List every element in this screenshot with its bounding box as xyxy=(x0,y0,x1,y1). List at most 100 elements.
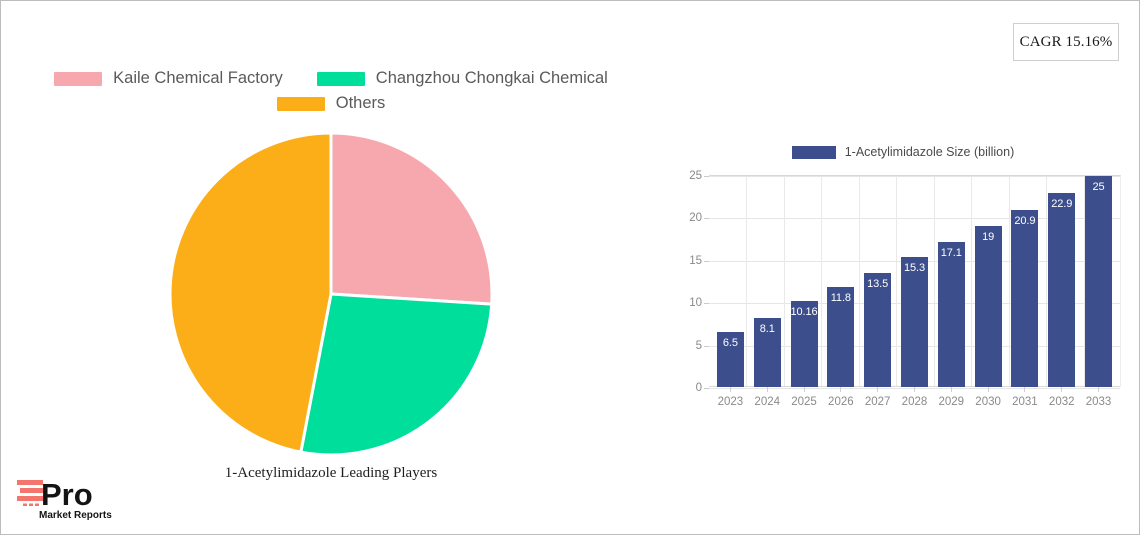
bar-ytick-label-5: 5 xyxy=(695,339,702,352)
bar-ytick-label-15: 15 xyxy=(689,254,702,267)
bar-xtick-mark-2030 xyxy=(987,387,989,392)
bar-value-label-2033: 25 xyxy=(1092,181,1105,193)
pro-market-reports-logo: Pro Market Reports xyxy=(15,474,115,524)
bar-column-2033: 25 2033 xyxy=(1080,176,1117,408)
bar-xtick-label-2025: 2025 xyxy=(791,396,817,408)
bar-column-2026: 11.8 2026 xyxy=(822,176,859,408)
bar-column-2029: 17.1 2029 xyxy=(933,176,970,408)
bar-column-2030: 19 2030 xyxy=(970,176,1007,408)
bar-xtick-label-2032: 2032 xyxy=(1048,396,1075,408)
bar-ytick-mark-20 xyxy=(704,218,709,220)
bar-xtick-mark-2023 xyxy=(729,387,731,392)
bar-legend[interactable]: 1-Acetylimidazole Size (billion) xyxy=(673,141,1133,163)
bar-2023[interactable]: 6.5 xyxy=(716,331,744,387)
bar-value-label-2023: 6.5 xyxy=(722,336,738,349)
bar-ytick-label-10: 10 xyxy=(689,297,702,310)
bar-xtick-mark-2032 xyxy=(1061,387,1063,392)
bar-value-label-2027: 13.5 xyxy=(867,277,889,290)
bar-xtick-label-2029: 2029 xyxy=(938,396,965,408)
bar-gridline-y-25 xyxy=(709,176,1120,177)
bar-value-label-2030: 19 xyxy=(982,230,995,243)
pie-legend-item-1[interactable]: Changzhou Chongkai Chemical xyxy=(316,69,608,88)
bar-ytick-label-25: 25 xyxy=(689,170,702,182)
logo-mark-icon: Pro Market Reports xyxy=(17,477,112,521)
pie-legend-label-2: Others xyxy=(335,94,386,112)
bar-2024[interactable]: 8.1 xyxy=(753,318,781,387)
bar-xtick-mark-2026 xyxy=(840,387,842,392)
pie-slice-0[interactable] xyxy=(329,131,494,306)
bar-chart-area: 6.5 2023 8.1 2024 10.16 2025 11.8 2026 13.5 2027 1… xyxy=(673,167,1133,415)
bar-column-2025: 10.16 2025 xyxy=(786,176,823,408)
bar-ytick-label-20: 20 xyxy=(689,212,702,225)
bar-gridline-x-5 xyxy=(896,176,898,387)
bar-xtick-label-2028: 2028 xyxy=(901,396,928,408)
bar-xtick-mark-2029 xyxy=(950,387,952,392)
bar-chart-panel: 1-Acetylimidazole Size (billion) 6.5 2023… xyxy=(673,141,1133,416)
bar-2030[interactable]: 19 xyxy=(974,225,1002,387)
pie-legend-label-0: Kaile Chemical Factory xyxy=(113,69,283,87)
pie-legend-swatch-0 xyxy=(54,71,103,86)
bar-2027[interactable]: 13.5 xyxy=(864,272,892,387)
bar-xtick-label-2024: 2024 xyxy=(754,396,781,408)
bar-legend-swatch xyxy=(791,145,836,159)
bar-series-group: 6.5 2023 8.1 2024 10.16 2025 11.8 2026 13.5 2027 1… xyxy=(709,176,1120,408)
bar-gridline-x-4 xyxy=(858,176,860,387)
bar-gridline-y-20 xyxy=(709,218,1120,220)
pie-chart-panel: Kaile Chemical Factory Changzhou Chongka… xyxy=(1,61,661,491)
bar-plot-area: 6.5 2023 8.1 2024 10.16 2025 11.8 2026 13.5 2027 1… xyxy=(689,170,1121,408)
bar-xtick-label-2030: 2030 xyxy=(975,396,1001,408)
pie-legend-item-2[interactable]: Others xyxy=(276,94,386,113)
pie-legend: Kaile Chemical Factory Changzhou Chongka… xyxy=(1,61,661,113)
bar-ytick-label-0: 0 xyxy=(695,382,702,394)
bar-legend-label: 1-Acetylimidazole Size (billion) xyxy=(844,145,1015,159)
pie-legend-swatch-1 xyxy=(316,71,365,86)
pie-chart-graphic xyxy=(168,131,494,457)
bar-value-label-2025: 10.16 xyxy=(790,305,818,318)
bar-xtick-label-2023: 2023 xyxy=(717,396,744,408)
pie-legend-swatch-2 xyxy=(276,96,325,111)
bar-xtick-label-2031: 2031 xyxy=(1012,396,1038,408)
pie-legend-item-0[interactable]: Kaile Chemical Factory xyxy=(54,69,283,88)
bar-column-2023: 6.5 2023 xyxy=(712,176,749,408)
bar-column-2032: 22.9 2032 xyxy=(1043,176,1080,408)
bar-ytick-mark-0 xyxy=(704,388,709,389)
bar-2025[interactable]: 10.16 xyxy=(790,300,818,387)
bar-gridline-x-2 xyxy=(783,176,785,387)
bar-xtick-mark-2031 xyxy=(1024,387,1026,392)
pie-slice-1[interactable] xyxy=(299,292,494,457)
svg-text:Market Reports: Market Reports xyxy=(39,510,112,521)
bar-xtick-mark-2027 xyxy=(877,387,879,392)
bar-2032[interactable]: 22.9 xyxy=(1048,192,1076,387)
cagr-badge: CAGR 15.16% xyxy=(1013,23,1119,61)
bar-value-label-2029: 17.1 xyxy=(940,247,962,259)
bar-value-label-2028: 15.3 xyxy=(903,262,925,275)
bar-ytick-mark-10 xyxy=(704,303,709,305)
bar-2031[interactable]: 20.9 xyxy=(1011,209,1039,387)
bar-column-2031: 20.9 2031 xyxy=(1007,176,1044,408)
bar-column-2024: 8.1 2024 xyxy=(749,176,786,408)
bar-xtick-label-2027: 2027 xyxy=(864,396,891,408)
pie-slice-2[interactable] xyxy=(168,131,333,454)
bar-value-label-2024: 8.1 xyxy=(759,323,775,336)
bar-gridline-x-1 xyxy=(746,176,748,387)
bar-2026[interactable]: 11.8 xyxy=(827,286,855,387)
bar-ytick-mark-5 xyxy=(704,345,709,347)
bar-ytick-mark-15 xyxy=(704,260,709,262)
bar-gridline-x-6 xyxy=(933,176,935,387)
bar-xtick-mark-2033 xyxy=(1098,387,1100,392)
bar-2033[interactable]: 25 xyxy=(1085,176,1113,387)
bar-xtick-mark-2028 xyxy=(913,387,915,392)
bar-2029[interactable]: 17.1 xyxy=(937,242,965,387)
bar-value-label-2031: 20.9 xyxy=(1014,214,1036,227)
bar-xtick-mark-2025 xyxy=(803,387,805,392)
bar-value-label-2032: 22.9 xyxy=(1051,197,1073,210)
bar-xtick-label-2026: 2026 xyxy=(828,396,854,408)
pie-legend-label-1: Changzhou Chongkai Chemical xyxy=(375,69,608,87)
bar-column-2027: 13.5 2027 xyxy=(859,176,896,408)
bar-2028[interactable]: 15.3 xyxy=(900,257,928,387)
pie-chart-graphic-wrap: 1-Acetylimidazole Leading Players xyxy=(1,129,661,482)
cagr-badge-label: CAGR 15.16% xyxy=(1019,33,1113,50)
bar-gridline-x-8 xyxy=(1008,176,1010,387)
bar-gridline-x-10 xyxy=(1083,176,1085,387)
